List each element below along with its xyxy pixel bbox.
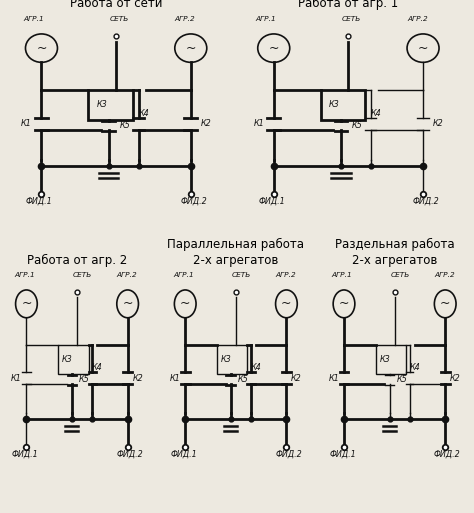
Text: ФИД.1: ФИД.1 [170,449,197,459]
Text: ФИД.2: ФИД.2 [275,449,302,459]
Text: К1: К1 [328,373,339,383]
Text: К2: К2 [201,120,211,128]
Title: Работа от агр. 2: Работа от агр. 2 [27,253,127,267]
Bar [58,345,89,374]
Title: Раздельная работа
2-х агрегатов: Раздельная работа 2-х агрегатов [335,238,455,267]
Text: К3: К3 [97,101,108,109]
Text: АГР.2: АГР.2 [434,272,455,278]
Text: АГР.2: АГР.2 [117,272,137,278]
Text: СЕТЬ: СЕТЬ [342,16,361,22]
Text: ~: ~ [268,42,279,55]
Text: ~: ~ [339,298,349,310]
Text: АГР.1: АГР.1 [255,16,276,22]
Text: К3: К3 [329,101,340,109]
Text: АГР.2: АГР.2 [175,16,196,22]
Text: ФИД.2: ФИД.2 [117,449,143,459]
Text: СЕТЬ: СЕТЬ [110,16,129,22]
Text: К1: К1 [21,120,32,128]
Text: ~: ~ [36,42,47,55]
Text: АГР.2: АГР.2 [275,272,296,278]
Text: СЕТЬ: СЕТЬ [73,272,92,278]
Text: К5: К5 [238,376,249,384]
Text: К5: К5 [352,121,362,130]
Text: СЕТЬ: СЕТЬ [390,272,410,278]
Text: К4: К4 [251,363,262,372]
Text: К2: К2 [291,373,302,383]
Text: К4: К4 [138,109,149,118]
Text: ФИД.1: ФИД.1 [26,197,53,206]
Text: ФИД.2: ФИД.2 [434,449,461,459]
Text: К2: К2 [433,120,443,128]
Text: ~: ~ [418,42,428,55]
Text: ~: ~ [185,42,196,55]
Bar [320,90,365,120]
Text: К5: К5 [397,376,408,384]
Text: АГР.1: АГР.1 [173,272,194,278]
Text: К5: К5 [79,376,90,384]
Title: Работа от агр. 1: Работа от агр. 1 [298,0,399,10]
Text: К3: К3 [380,355,391,364]
Text: К2: К2 [132,373,143,383]
Text: К2: К2 [450,373,461,383]
Bar [376,345,406,374]
Text: ФИД.1: ФИД.1 [329,449,356,459]
Text: ФИД.2: ФИД.2 [181,197,207,206]
Text: АГР.1: АГР.1 [14,272,35,278]
Text: К1: К1 [170,373,181,383]
Text: ФИД.2: ФИД.2 [413,197,439,206]
Text: АГР.1: АГР.1 [332,272,353,278]
Text: СЕТЬ: СЕТЬ [231,272,251,278]
Text: ~: ~ [440,298,450,310]
Text: К4: К4 [410,363,420,372]
Bar [217,345,247,374]
Text: АГР.2: АГР.2 [407,16,428,22]
Text: ~: ~ [21,298,32,310]
Title: Параллельная работа
2-х агрегатов: Параллельная работа 2-х агрегатов [167,238,304,267]
Text: ~: ~ [180,298,191,310]
Text: ~: ~ [122,298,133,310]
Text: ФИД.1: ФИД.1 [11,449,38,459]
Text: К5: К5 [119,121,130,130]
Text: К3: К3 [221,355,232,364]
Text: К1: К1 [11,373,22,383]
Text: АГР.1: АГР.1 [23,16,44,22]
Text: К4: К4 [371,109,382,118]
Title: Работа от сети: Работа от сети [70,0,163,10]
Text: К3: К3 [62,355,73,364]
Text: К1: К1 [254,120,264,128]
Bar [88,90,133,120]
Text: К4: К4 [92,363,103,372]
Text: ~: ~ [281,298,292,310]
Text: ФИД.1: ФИД.1 [258,197,285,206]
